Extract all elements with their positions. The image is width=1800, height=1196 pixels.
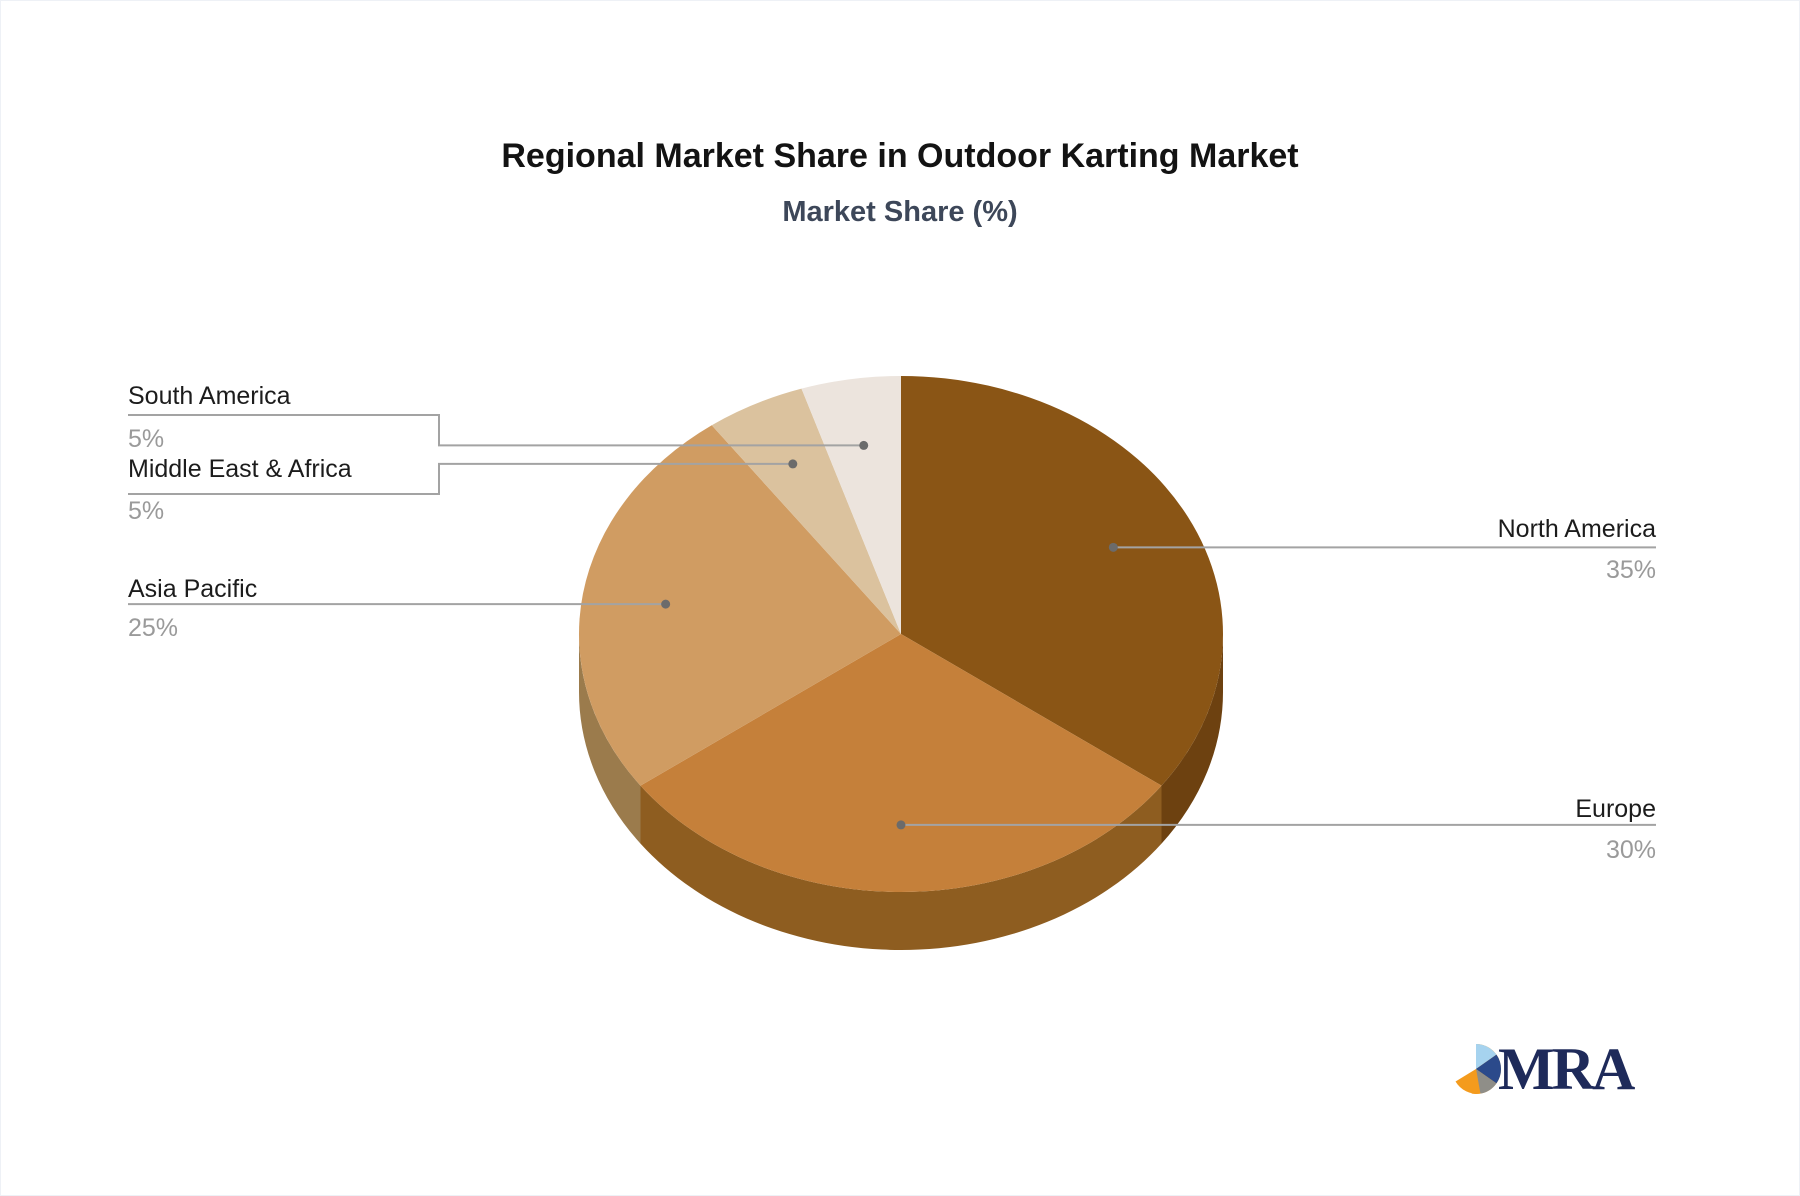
leader-line [128,462,793,495]
leader-dot [788,459,798,469]
logo-slice-gray [1476,1069,1497,1094]
pie-slice-side [1161,634,1223,844]
brand-logo-pie-icon [1455,1044,1502,1094]
label-europe: Europe [1575,795,1656,823]
label-north-america: North America [1497,515,1656,543]
leader-dot [896,820,906,830]
value-asia-pacific: 25% [128,614,179,642]
label-asia-pacific: Asia Pacific [128,575,258,603]
value-europe: 30% [1605,836,1656,864]
pie-slice-asia-pacific [578,425,901,786]
pie-slice-side [579,634,641,844]
label-south-america: South America [128,382,291,410]
value-middle-east-africa: 5% [128,497,165,525]
label-middle-east-africa: Middle East & Africa [128,455,352,483]
pie-slice-middle-east-africa [711,388,901,634]
pie-slice-north-america [901,376,1223,786]
chart-title: Regional Market Share in Outdoor Karting… [501,137,1299,175]
leader-dot [859,440,869,450]
brand-logo: MRA [1450,1036,1635,1102]
chart-subtitle: Market Share (%) [782,196,1018,228]
brand-logo-text: MRA [1498,1036,1635,1102]
leader-line [128,414,864,447]
logo-slice-orange-2 [1455,1069,1481,1094]
logo-slice-lightblue [1476,1044,1497,1069]
pie-slice-south-america [801,376,901,634]
leader-dot [1108,542,1118,552]
leader-dot [661,599,671,609]
pie-slice-side [640,785,1162,950]
logo-slice-navy [1476,1054,1502,1084]
pie-slice-europe [640,634,1162,892]
value-south-america: 5% [128,425,165,453]
value-north-america: 35% [1605,556,1656,584]
